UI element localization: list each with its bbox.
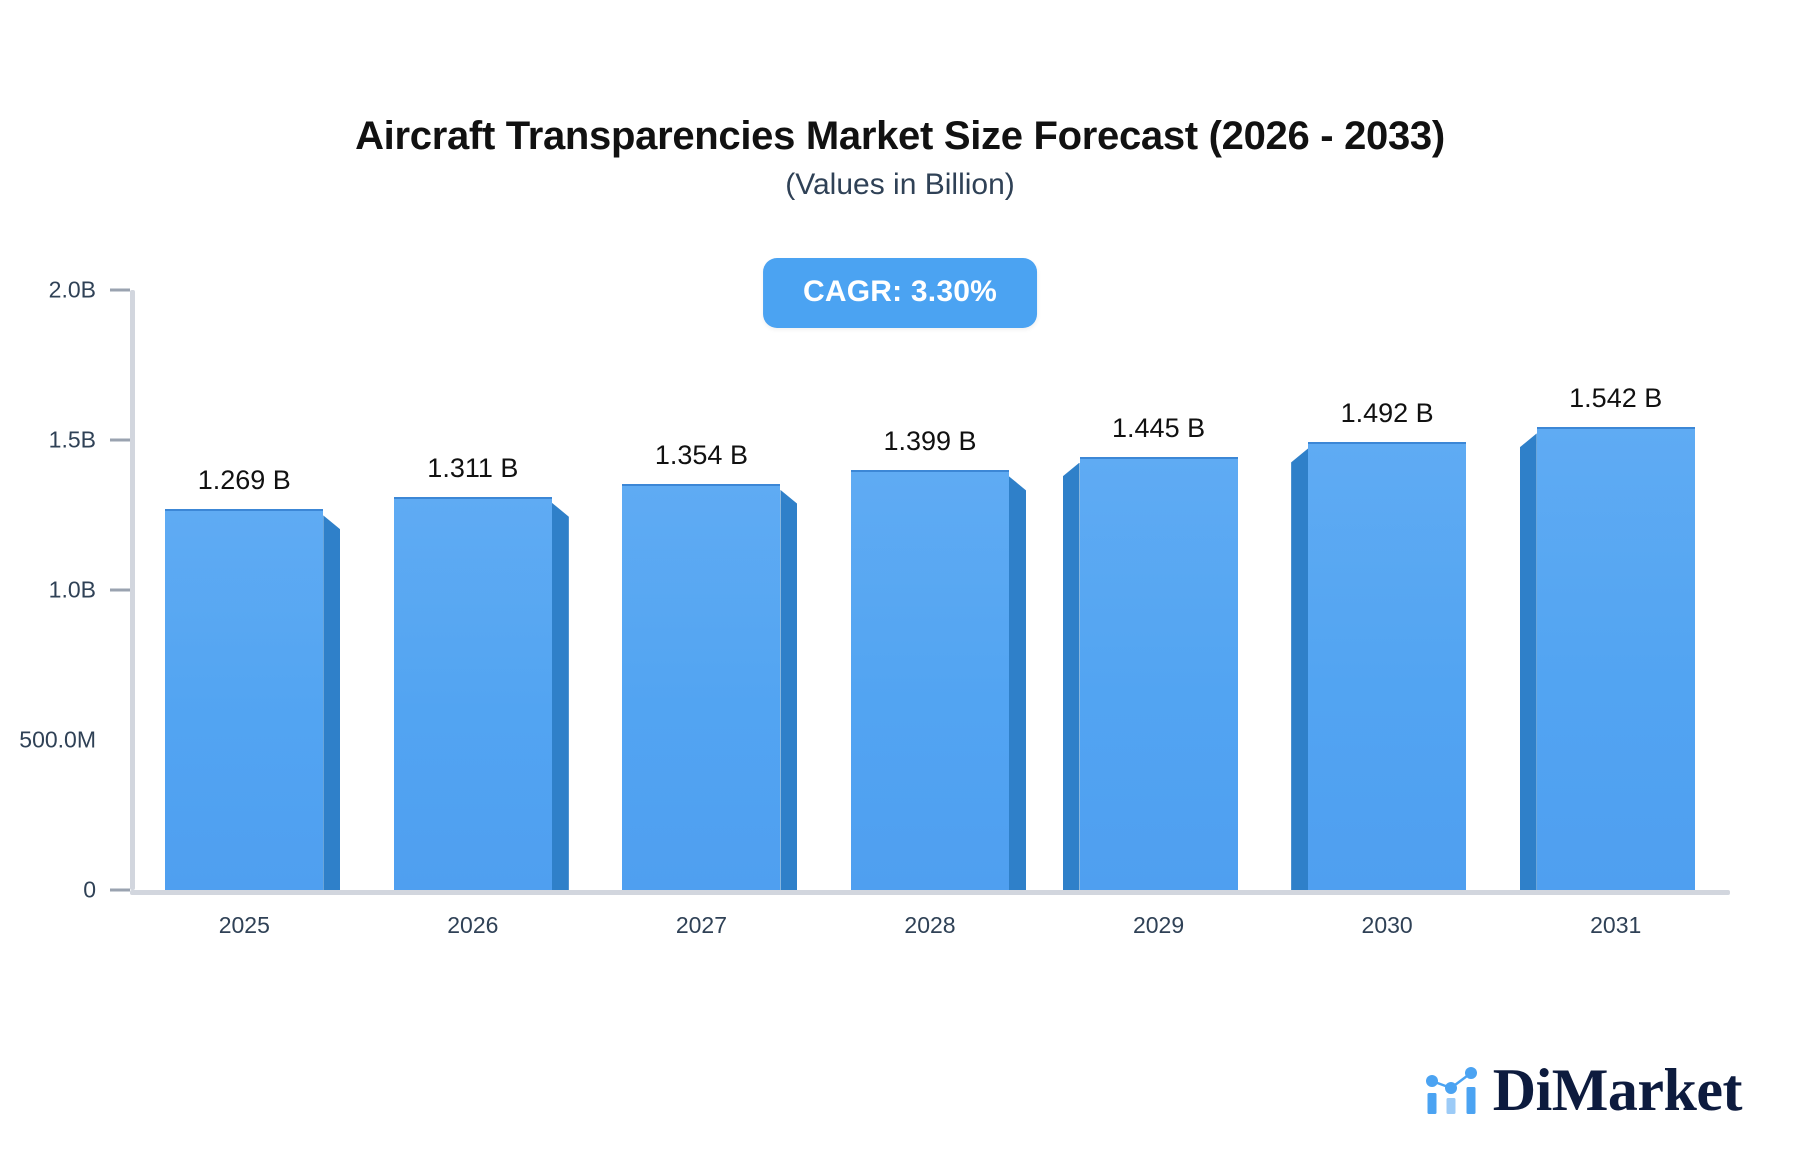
bar-column[interactable]: 1.542 B 2031 (1519, 383, 1695, 938)
y-axis-tick-mark (110, 888, 130, 892)
bar-series: 1.269 B 2025 1.311 B 2026 1.354 B 2027 1.399 B… (130, 290, 1730, 938)
bar-front-face (165, 509, 324, 890)
y-axis-tick-label: 1.5B (48, 426, 96, 453)
bar-front-face (1308, 442, 1467, 890)
plot-area: 2.0B 1.5B 1.0B 500.0M 0 1.269 B 2025 1.311 B 20… (19, 277, 1730, 938)
bar-value-label: 1.269 B (197, 465, 291, 496)
bar-front-face (1079, 456, 1238, 890)
bar-column[interactable]: 1.399 B 2028 (851, 426, 1026, 938)
bar-front-face (393, 496, 552, 890)
y-axis-tick-label: 2.0B (48, 276, 96, 303)
bar[interactable] (1519, 427, 1695, 890)
bar-front-face (622, 483, 781, 890)
x-axis-tick-label: 2030 (1361, 912, 1413, 938)
bar-column[interactable]: 1.492 B 2030 (1291, 398, 1467, 938)
y-axis-tick: 1.5B (0, 427, 130, 454)
y-axis-tick-mark (110, 588, 130, 592)
bar-side-face (1291, 448, 1309, 890)
x-axis-tick-label: 2031 (1590, 912, 1642, 938)
bar-value-label: 1.399 B (883, 426, 977, 457)
y-axis-tick-label: 0 (83, 876, 96, 903)
bar-front-face (1536, 427, 1695, 890)
x-axis-tick-label: 2028 (904, 912, 956, 938)
bar[interactable] (1291, 442, 1467, 890)
x-axis-tick-label: 2029 (1132, 912, 1185, 938)
y-axis-tick-label: 500.0M (19, 726, 96, 753)
bar-column[interactable]: 1.354 B 2027 (622, 440, 798, 938)
bar-value-label: 1.445 B (1112, 412, 1206, 443)
bar-value-label: 1.542 B (1569, 383, 1663, 414)
x-axis-tick-label: 2025 (218, 912, 270, 938)
bar-side-face (323, 515, 341, 890)
bar-value-label: 1.311 B (427, 452, 519, 483)
y-axis-line (130, 290, 135, 890)
dimarket-logo: DiMarket (1425, 1057, 1743, 1123)
bar-side-face (551, 502, 569, 890)
chart-subtitle: (Values in Billion) (785, 168, 1015, 201)
page-title: Aircraft Transparencies Market Size Fore… (355, 114, 1445, 158)
bar-chart-line-icon (1425, 1065, 1479, 1115)
bar-value-label: 1.492 B (1340, 398, 1434, 429)
y-axis-tick: 500.0M (0, 727, 130, 754)
y-axis-tick-mark (110, 438, 130, 442)
y-axis-tick-label: 1.0B (48, 576, 96, 603)
y-axis-tick: 1.0B (0, 577, 130, 604)
y-axis-tick-mark (110, 288, 130, 292)
y-axis-tick: 2.0B (0, 277, 130, 304)
bar-side-face (1009, 476, 1026, 890)
bar-column[interactable]: 1.445 B 2029 (1062, 413, 1238, 938)
bar-column[interactable]: 1.311 B 2026 (393, 453, 569, 938)
x-axis-tick-label: 2027 (675, 912, 728, 938)
bar-column[interactable]: 1.269 B 2025 (165, 465, 341, 938)
bar-value-label: 1.354 B (654, 439, 748, 470)
bar[interactable] (393, 496, 569, 890)
bar[interactable] (622, 483, 798, 890)
bar-front-face (851, 470, 1009, 890)
bar-side-face (780, 489, 798, 890)
bar[interactable] (1062, 456, 1238, 890)
bar-side-face (1519, 433, 1537, 890)
x-axis-line (130, 890, 1730, 895)
x-axis-tick-label: 2026 (447, 912, 499, 938)
y-axis-tick: 0 (0, 877, 130, 904)
bar[interactable] (851, 470, 1026, 890)
cagr-badge: CAGR: 3.30% (763, 258, 1037, 328)
bar[interactable] (165, 509, 341, 890)
logo-text: DiMarket (1492, 1057, 1743, 1123)
bar-side-face (1062, 462, 1080, 890)
